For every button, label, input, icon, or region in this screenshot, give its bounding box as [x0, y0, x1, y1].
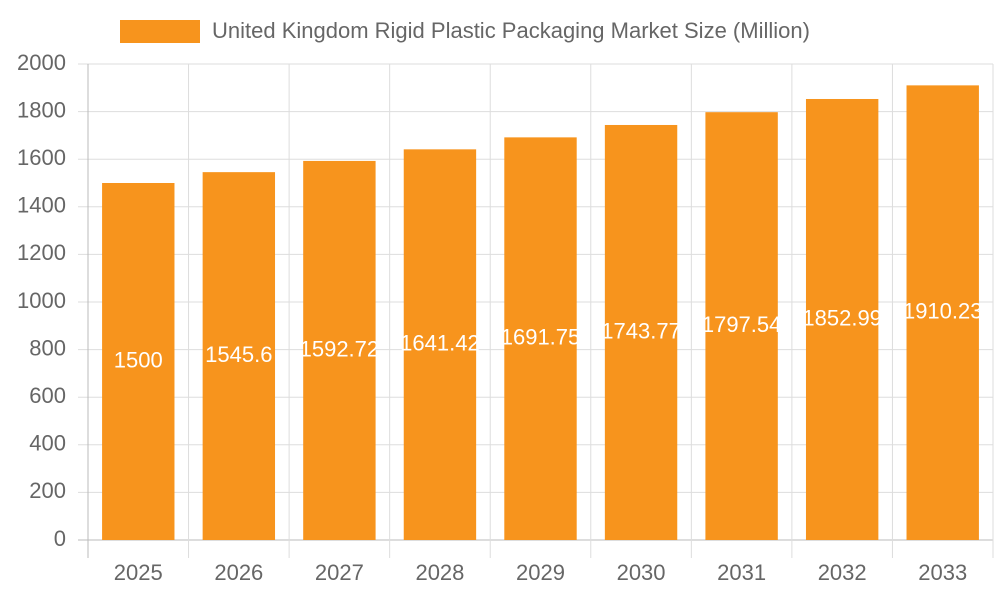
- bar: [805, 98, 879, 541]
- x-tick-label: 2029: [516, 560, 565, 585]
- bar: [102, 183, 175, 540]
- x-tick-label: 2033: [918, 560, 967, 585]
- data-label: 1910.23: [903, 298, 983, 323]
- y-tick-label: 2000: [17, 50, 66, 75]
- y-tick-label: 600: [29, 383, 66, 408]
- y-tick-label: 1200: [17, 240, 66, 265]
- bar: [202, 172, 276, 540]
- y-tick-label: 0: [54, 526, 66, 551]
- y-tick-label: 400: [29, 431, 66, 456]
- bar: [403, 149, 477, 540]
- y-tick-label: 1600: [17, 145, 66, 170]
- x-tick-label: 2026: [214, 560, 263, 585]
- bar: [504, 137, 577, 540]
- x-tick-label: 2031: [717, 560, 766, 585]
- data-label: 1691.75: [501, 324, 581, 349]
- data-label: 1797.54: [702, 312, 782, 337]
- x-tick-label: 2028: [415, 560, 464, 585]
- x-tick-label: 2025: [114, 560, 163, 585]
- data-label: 1743.77: [601, 318, 681, 343]
- x-tick-label: 2027: [315, 560, 364, 585]
- legend-label: United Kingdom Rigid Plastic Packaging M…: [212, 18, 810, 43]
- bar: [303, 160, 376, 541]
- data-label: 1545.6: [205, 342, 272, 367]
- legend-swatch: [120, 20, 200, 43]
- data-label: 1500: [114, 347, 163, 372]
- y-tick-label: 1400: [17, 193, 66, 218]
- y-tick-label: 1800: [17, 97, 66, 122]
- bar: [705, 112, 778, 540]
- y-tick-label: 800: [29, 335, 66, 360]
- data-label: 1592.72: [300, 336, 380, 361]
- data-label: 1852.99: [802, 305, 882, 330]
- data-label: 1641.42: [400, 330, 480, 355]
- bar: [604, 124, 678, 541]
- y-tick-label: 1000: [17, 288, 66, 313]
- bar: [906, 85, 979, 540]
- x-tick-label: 2030: [617, 560, 666, 585]
- y-tick-label: 200: [29, 478, 66, 503]
- x-tick-label: 2032: [818, 560, 867, 585]
